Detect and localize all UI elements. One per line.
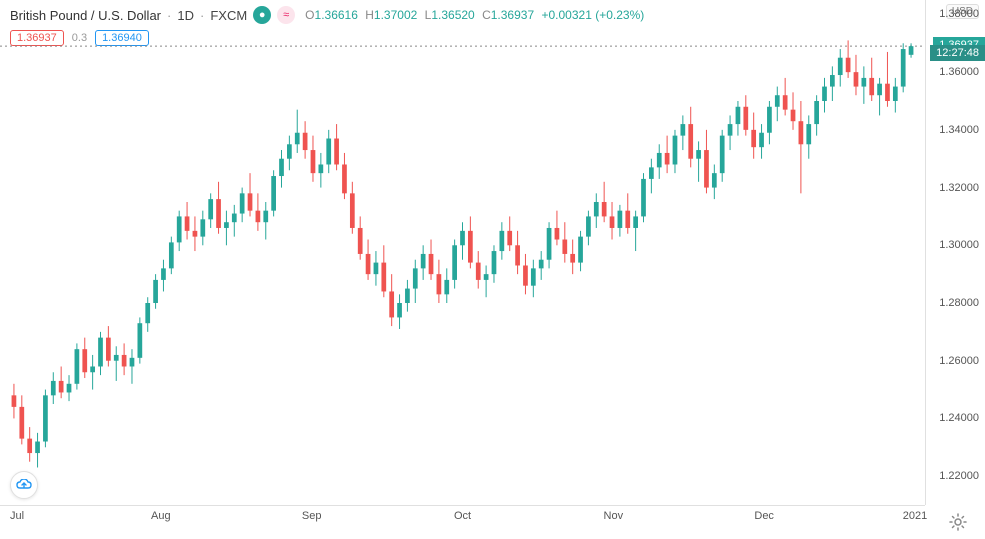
y-tick: 1.36000 (939, 66, 979, 78)
y-tick: 1.32000 (939, 182, 979, 194)
settings-icon[interactable] (949, 513, 969, 533)
chart-area[interactable] (0, 0, 925, 505)
x-tick: Dec (754, 510, 774, 522)
snapshot-icon[interactable] (10, 471, 38, 499)
y-tick: 1.28000 (939, 297, 979, 309)
x-tick: Aug (151, 510, 171, 522)
x-tick: Nov (604, 510, 624, 522)
y-tick: 1.38000 (939, 8, 979, 20)
y-tick: 1.26000 (939, 355, 979, 367)
y-tick: 1.30000 (939, 239, 979, 251)
y-tick: 1.34000 (939, 124, 979, 136)
countdown-tag: 12:27:48 (930, 45, 985, 61)
x-tick: 2021 (903, 510, 927, 522)
y-tick: 1.24000 (939, 412, 979, 424)
y-tick: 1.22000 (939, 470, 979, 482)
x-axis[interactable]: Jul Aug Sep Oct Nov Dec 2021 (0, 505, 925, 539)
x-tick: Jul (10, 510, 24, 522)
y-axis[interactable]: USD 1.380001.360001.340001.320001.300001… (925, 0, 985, 505)
x-tick: Oct (454, 510, 471, 522)
x-tick: Sep (302, 510, 322, 522)
